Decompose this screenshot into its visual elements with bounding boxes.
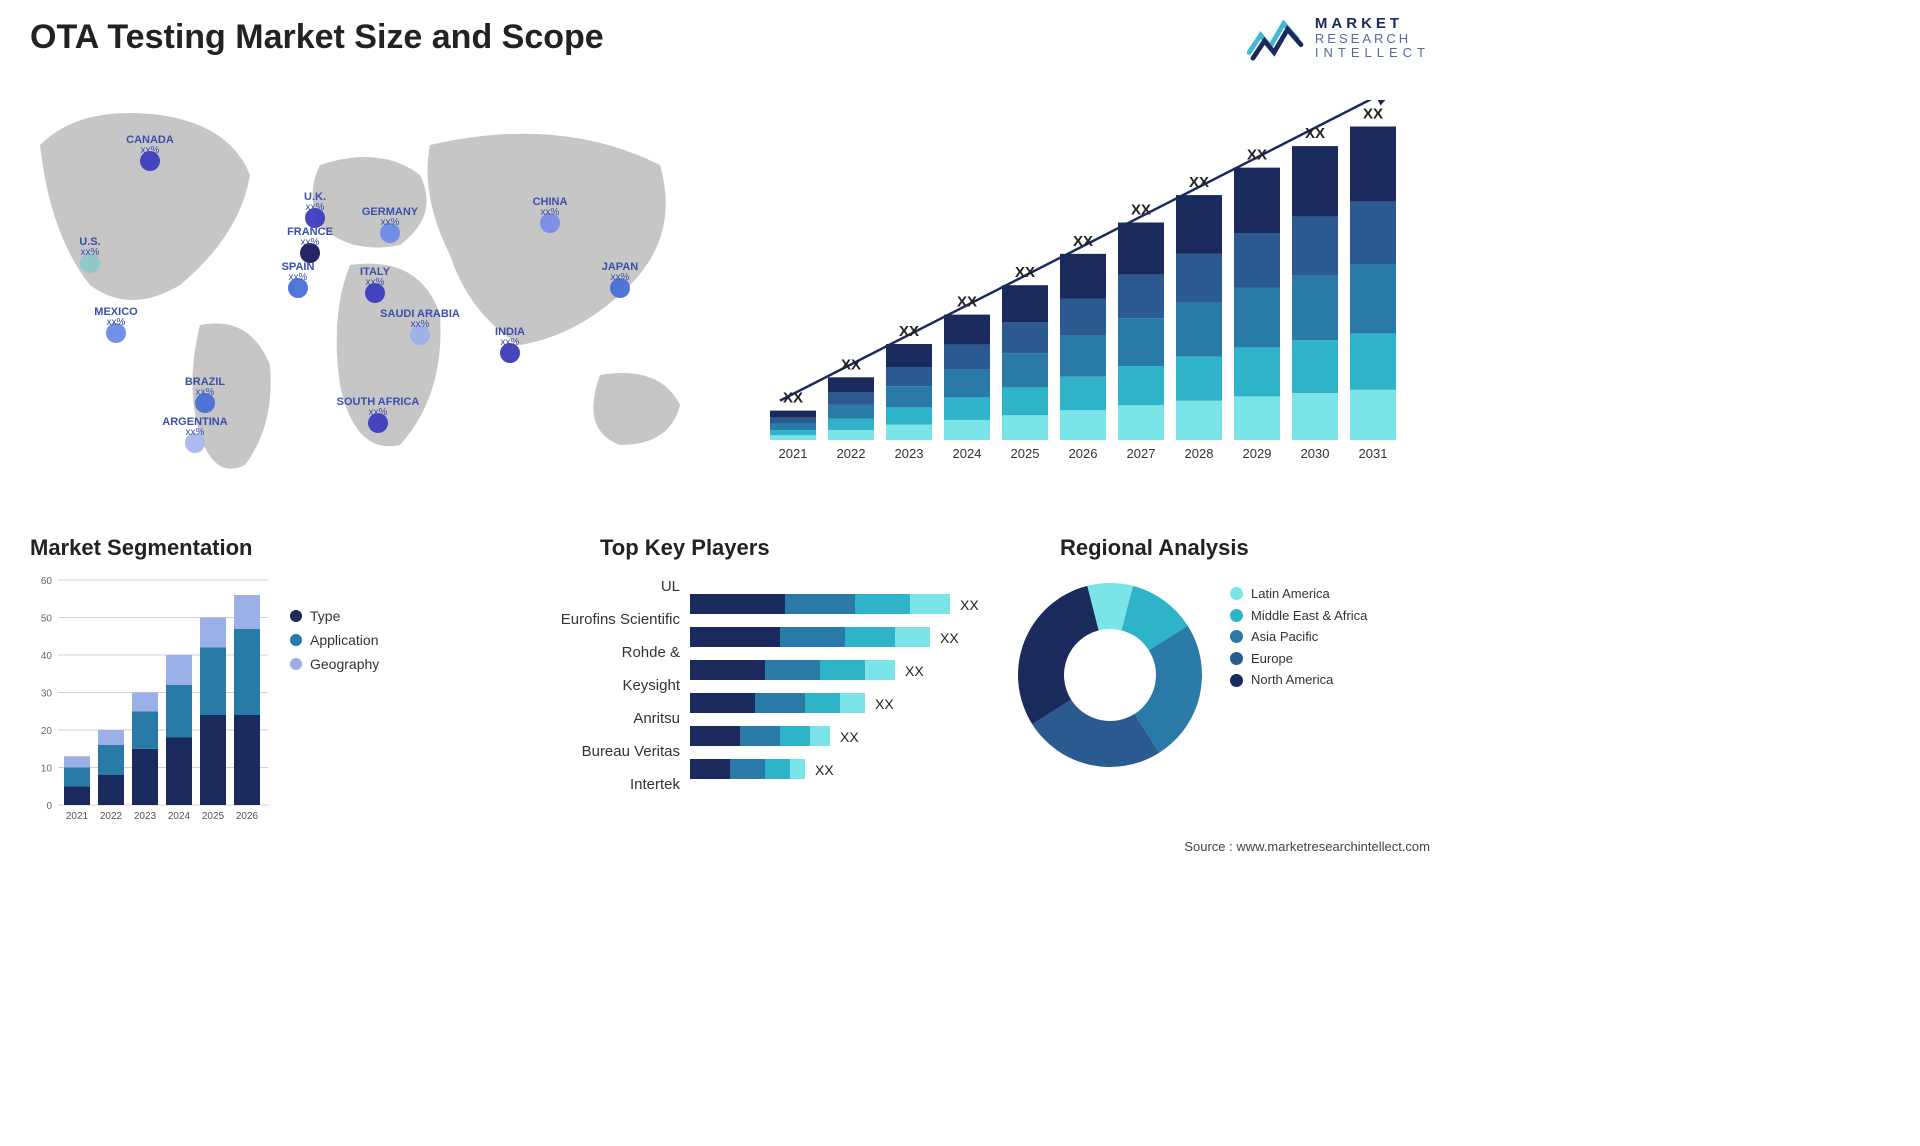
segmentation-title: Market Segmentation xyxy=(30,535,253,561)
svg-text:XX: XX xyxy=(875,696,894,712)
svg-text:XX: XX xyxy=(783,390,803,407)
svg-text:XX: XX xyxy=(1305,125,1325,142)
regional-legend: Latin America Middle East & Africa Asia Pa… xyxy=(1230,580,1430,694)
market-size-chart: XX 2021 XX 2022 XX 2023 XX 2024 XX 2025 XX 2026 XX 20… xyxy=(760,100,1420,470)
svg-text:xx%: xx% xyxy=(411,319,430,330)
svg-text:2027: 2027 xyxy=(1127,446,1156,461)
svg-text:2023: 2023 xyxy=(895,446,924,461)
svg-text:2029: 2029 xyxy=(1243,446,1272,461)
svg-text:2025: 2025 xyxy=(202,811,225,822)
key-player-name: Keysight xyxy=(480,669,680,702)
segmentation-legend: Type Application Geography xyxy=(290,600,450,680)
svg-text:2026: 2026 xyxy=(236,811,259,822)
svg-text:0: 0 xyxy=(46,801,52,812)
svg-text:2030: 2030 xyxy=(1301,446,1330,461)
svg-text:XX: XX xyxy=(940,630,959,646)
svg-text:xx%: xx% xyxy=(107,317,126,328)
svg-text:xx%: xx% xyxy=(541,207,560,218)
svg-text:2026: 2026 xyxy=(1069,446,1098,461)
svg-text:20: 20 xyxy=(41,726,53,737)
regional-title: Regional Analysis xyxy=(1060,535,1249,561)
svg-text:XX: XX xyxy=(1073,233,1093,250)
key-player-name: Bureau Veritas xyxy=(480,735,680,768)
segmentation-legend-item: Application xyxy=(290,632,450,648)
svg-text:2025: 2025 xyxy=(1011,446,1040,461)
svg-text:2021: 2021 xyxy=(779,446,808,461)
svg-text:XX: XX xyxy=(905,663,924,679)
svg-text:10: 10 xyxy=(41,764,53,775)
svg-text:xx%: xx% xyxy=(369,407,388,418)
svg-text:xx%: xx% xyxy=(186,427,205,438)
regional-legend-item: Latin America xyxy=(1230,586,1430,602)
svg-text:2021: 2021 xyxy=(66,811,89,822)
key-player-name: Intertek xyxy=(480,768,680,801)
regional-donut xyxy=(1010,575,1210,775)
page-title: OTA Testing Market Size and Scope xyxy=(30,18,604,57)
svg-text:2022: 2022 xyxy=(100,811,123,822)
segmentation-chart: 0 10 20 30 40 50 60 2021 2022 2023 2024 2025 2026 xyxy=(30,570,270,830)
key-player-name: Rohde & xyxy=(480,636,680,669)
regional-legend-item: Asia Pacific xyxy=(1230,629,1430,645)
world-map: CANADAxx%U.S.xx%MEXICOxx%BRAZILxx%ARGENT… xyxy=(20,85,710,485)
logo-text-1: MARKET xyxy=(1315,16,1430,32)
svg-text:xx%: xx% xyxy=(306,202,325,213)
logo-icon xyxy=(1247,14,1305,62)
svg-text:2024: 2024 xyxy=(953,446,982,461)
svg-text:xx%: xx% xyxy=(366,277,385,288)
logo-text-2: RESEARCH xyxy=(1315,32,1430,46)
key-players-chart: XX XX XX XX XX XX xyxy=(690,580,990,820)
svg-text:2022: 2022 xyxy=(837,446,866,461)
svg-text:xx%: xx% xyxy=(501,337,520,348)
svg-text:XX: XX xyxy=(1015,264,1035,281)
source-text: Source : www.marketresearchintellect.com xyxy=(1184,839,1430,854)
svg-text:xx%: xx% xyxy=(141,145,160,156)
svg-text:XX: XX xyxy=(815,762,834,778)
svg-text:2031: 2031 xyxy=(1359,446,1388,461)
svg-text:xx%: xx% xyxy=(611,272,630,283)
svg-text:50: 50 xyxy=(41,614,53,625)
regional-legend-item: Middle East & Africa xyxy=(1230,608,1430,624)
svg-text:XX: XX xyxy=(899,323,919,340)
regional-legend-item: Europe xyxy=(1230,651,1430,667)
svg-text:40: 40 xyxy=(41,651,53,662)
svg-text:XX: XX xyxy=(1363,106,1383,123)
svg-text:xx%: xx% xyxy=(301,237,320,248)
svg-text:xx%: xx% xyxy=(289,272,308,283)
logo-text-3: INTELLECT xyxy=(1315,46,1430,60)
svg-text:xx%: xx% xyxy=(81,247,100,258)
svg-text:30: 30 xyxy=(41,689,53,700)
svg-text:2023: 2023 xyxy=(134,811,157,822)
svg-text:2028: 2028 xyxy=(1185,446,1214,461)
svg-text:xx%: xx% xyxy=(196,387,215,398)
svg-text:60: 60 xyxy=(41,576,53,587)
key-player-name: UL xyxy=(480,570,680,603)
key-player-name: Eurofins Scientific xyxy=(480,603,680,636)
svg-text:XX: XX xyxy=(841,356,861,373)
key-players-title: Top Key Players xyxy=(600,535,770,561)
svg-text:xx%: xx% xyxy=(381,217,400,228)
key-player-name: Anritsu xyxy=(480,702,680,735)
svg-text:2024: 2024 xyxy=(168,811,191,822)
svg-text:XX: XX xyxy=(840,729,859,745)
svg-text:XX: XX xyxy=(1189,174,1209,191)
segmentation-legend-item: Geography xyxy=(290,656,450,672)
svg-text:XX: XX xyxy=(960,597,979,613)
brand-logo: MARKET RESEARCH INTELLECT xyxy=(1247,14,1430,62)
svg-text:XX: XX xyxy=(1131,202,1151,219)
segmentation-legend-item: Type xyxy=(290,608,450,624)
svg-text:XX: XX xyxy=(957,294,977,311)
key-players-names: ULEurofins ScientificRohde &KeysightAnri… xyxy=(480,570,680,801)
regional-legend-item: North America xyxy=(1230,672,1430,688)
svg-text:XX: XX xyxy=(1247,147,1267,164)
